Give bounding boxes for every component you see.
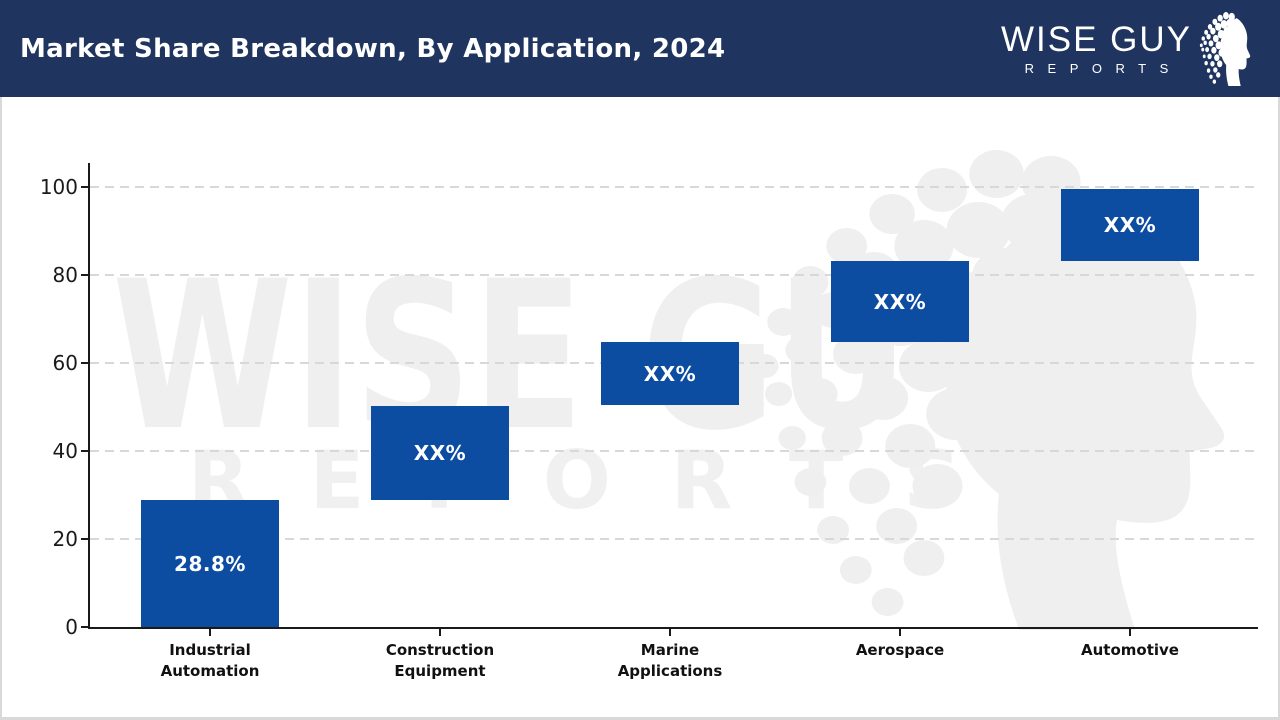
y-tick-label: 40 <box>52 439 78 463</box>
bar-value-label: XX% <box>873 289 927 314</box>
x-category-label: Construction Equipment <box>385 641 495 680</box>
y-tick-mark <box>81 626 88 628</box>
bar-value-label: XX% <box>1103 212 1157 237</box>
y-tick-mark <box>81 362 88 364</box>
x-tick-mark <box>439 629 441 636</box>
y-tick-label: 20 <box>52 527 78 551</box>
logo-wordmark: WISE GUY REPORTS <box>1001 22 1192 75</box>
y-tick-mark <box>81 450 88 452</box>
logo-wordmark-line2: REPORTS <box>1024 61 1182 76</box>
page-bottom-rule <box>0 717 1280 720</box>
bar-value-label: XX% <box>413 441 467 466</box>
header-bar: Market Share Breakdown, By Application, … <box>0 0 1280 97</box>
bar-value-label: 28.8% <box>174 551 246 576</box>
y-gridline <box>90 450 1256 452</box>
bar: XX% <box>371 406 509 501</box>
x-category-label: Industrial Automation <box>160 641 260 680</box>
y-gridline <box>90 274 1256 276</box>
x-category-label: Aerospace <box>855 641 945 659</box>
y-tick-label: 100 <box>39 175 78 199</box>
bar: XX% <box>1061 188 1199 261</box>
bar: XX% <box>831 260 969 343</box>
x-category-label: Automotive <box>1081 641 1179 659</box>
x-tick-mark <box>669 629 671 636</box>
bar: XX% <box>601 342 739 406</box>
y-tick-mark <box>81 274 88 276</box>
y-axis-line <box>88 163 90 629</box>
y-tick-label: 0 <box>65 615 78 639</box>
y-gridline <box>90 538 1256 540</box>
x-tick-mark <box>1129 629 1131 636</box>
bar-value-label: XX% <box>643 361 697 386</box>
y-tick-mark <box>81 538 88 540</box>
y-gridline <box>90 186 1256 188</box>
x-tick-mark <box>899 629 901 636</box>
x-tick-mark <box>209 629 211 636</box>
wiseguy-face-icon <box>1196 12 1254 86</box>
y-tick-label: 80 <box>52 263 78 287</box>
wiseguy-logo: WISE GUY REPORTS <box>1001 12 1254 86</box>
logo-wordmark-line1: WISE GUY <box>1000 20 1192 59</box>
bar: 28.8% <box>141 500 279 627</box>
y-tick-mark <box>81 186 88 188</box>
chart-title: Market Share Breakdown, By Application, … <box>20 33 726 64</box>
y-tick-label: 60 <box>52 351 78 375</box>
x-axis-line <box>88 627 1258 629</box>
x-category-label: Marine Applications <box>617 641 723 680</box>
